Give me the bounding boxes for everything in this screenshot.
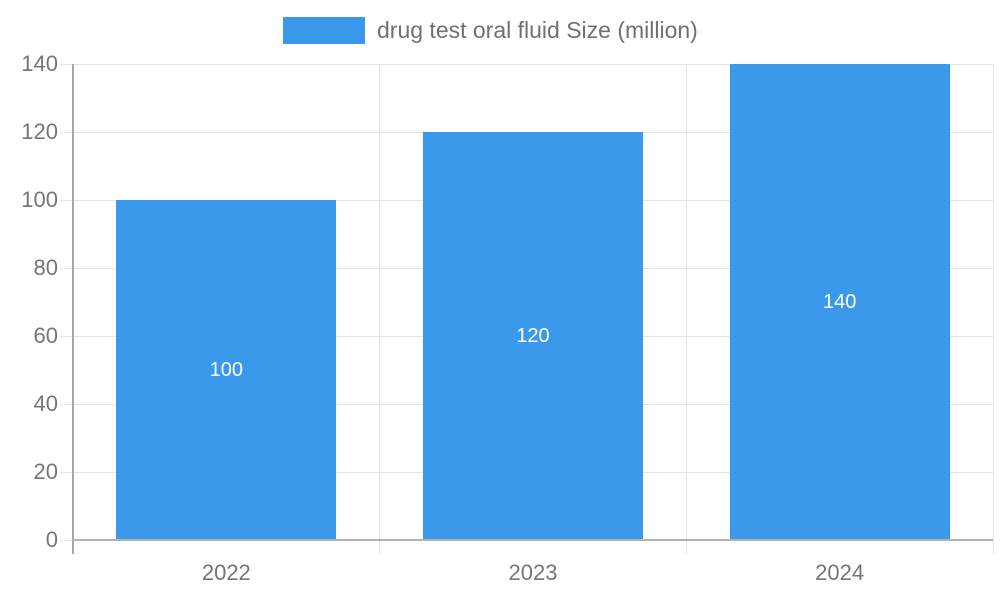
x-axis-line [73, 539, 993, 541]
y-axis-tick-label: 60 [33, 323, 58, 348]
y-axis-tick-label: 0 [45, 527, 58, 552]
x-axis-tick-label: 2023 [508, 560, 558, 585]
bar-value-label: 120 [516, 325, 550, 347]
x-axis-tick-label: 2022 [201, 560, 251, 585]
legend-label: drug test oral fluid Size (million) [377, 17, 698, 43]
bar-value-label: 140 [822, 291, 857, 313]
y-axis-tick-label: 80 [33, 255, 58, 280]
x-axis-tick-label: 2024 [815, 560, 865, 585]
y-axis-tick-label: 40 [33, 391, 58, 416]
y-gridline [60, 63, 993, 65]
x-gridline [379, 64, 381, 554]
bar-2024[interactable] [729, 64, 950, 540]
bar-2023[interactable] [423, 132, 643, 540]
x-gridline [992, 64, 994, 554]
bar-2022[interactable] [116, 200, 337, 540]
y-axis-tick-label: 120 [21, 119, 58, 144]
y-axis-tick-label: 140 [21, 51, 58, 76]
y-axis-line [72, 64, 74, 554]
bar-value-label: 100 [209, 359, 244, 381]
x-gridline [685, 64, 687, 554]
legend-swatch-icon [283, 17, 365, 44]
y-axis-tick-label: 100 [21, 187, 58, 212]
y-axis-tick-label: 20 [33, 459, 58, 484]
legend[interactable]: drug test oral fluid Size (million) [283, 17, 698, 44]
